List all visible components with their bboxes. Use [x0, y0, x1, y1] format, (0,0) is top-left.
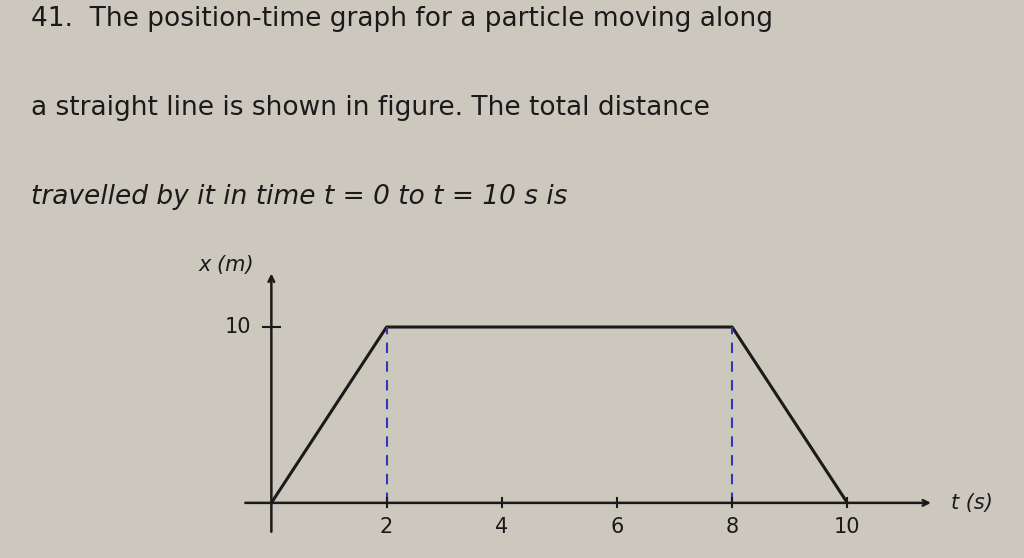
- Text: a straight line is shown in figure. The total distance: a straight line is shown in figure. The …: [31, 95, 710, 121]
- Text: 6: 6: [610, 517, 624, 537]
- Text: 41.  The position-time graph for a particle moving along: 41. The position-time graph for a partic…: [31, 6, 773, 32]
- Text: x (m): x (m): [199, 256, 254, 276]
- Text: 4: 4: [496, 517, 508, 537]
- Text: 10: 10: [224, 317, 251, 337]
- Text: 8: 8: [726, 517, 738, 537]
- Text: 2: 2: [380, 517, 393, 537]
- Text: 10: 10: [835, 517, 860, 537]
- Text: travelled by it in time t = 0 to t = 10 s is: travelled by it in time t = 0 to t = 10 …: [31, 184, 567, 210]
- Text: t (s): t (s): [951, 493, 993, 513]
